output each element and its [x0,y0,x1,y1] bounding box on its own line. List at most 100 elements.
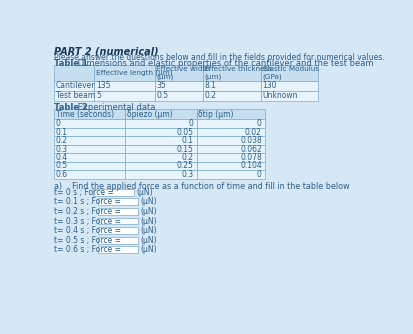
Text: Table 1.: Table 1. [54,59,91,68]
Text: 0.5: 0.5 [156,92,168,101]
Text: 0.6: 0.6 [55,170,68,179]
Text: Dimensions and elastic properties of the cantilever and the test beam: Dimensions and elastic properties of the… [75,59,373,68]
FancyBboxPatch shape [54,65,94,81]
Text: Table 2.: Table 2. [54,103,91,112]
FancyBboxPatch shape [54,145,125,153]
Text: 0.038: 0.038 [240,136,261,145]
Text: 8.1: 8.1 [204,81,216,91]
Text: 0.2: 0.2 [204,92,216,101]
Text: 0.104: 0.104 [240,161,261,170]
Text: 0.02: 0.02 [244,128,261,137]
Text: 35: 35 [156,81,166,91]
FancyBboxPatch shape [202,65,260,81]
FancyBboxPatch shape [154,81,202,91]
Text: t= 0.2 s ; Force =: t= 0.2 s ; Force = [54,207,121,216]
Text: (μN): (μN) [140,197,157,206]
FancyBboxPatch shape [98,208,138,215]
Text: Unknown: Unknown [262,92,297,101]
FancyBboxPatch shape [125,136,196,145]
Text: 0: 0 [256,119,261,128]
Text: Effective thickness
(μm): Effective thickness (μm) [204,66,272,80]
Text: Time (seconds): Time (seconds) [55,110,114,119]
Text: Effective length (μm): Effective length (μm) [96,70,172,76]
Text: PART 2 (numerical): PART 2 (numerical) [54,46,158,56]
Text: 0: 0 [55,119,60,128]
Text: Test beam: Test beam [55,92,95,101]
Text: (μN): (μN) [136,188,152,197]
FancyBboxPatch shape [54,119,125,128]
Text: 0.2: 0.2 [55,136,67,145]
FancyBboxPatch shape [154,91,202,101]
FancyBboxPatch shape [260,65,317,81]
Text: Please answer the questions below and fill in the fields provided for numerical : Please answer the questions below and fi… [54,53,384,62]
FancyBboxPatch shape [125,170,196,179]
FancyBboxPatch shape [125,145,196,153]
Text: 0.05: 0.05 [176,128,193,137]
Text: 0.5: 0.5 [55,161,68,170]
FancyBboxPatch shape [98,217,138,224]
FancyBboxPatch shape [202,91,260,101]
Text: 0: 0 [188,119,193,128]
FancyBboxPatch shape [54,109,125,119]
FancyBboxPatch shape [125,109,196,119]
Text: (μN): (μN) [140,226,157,235]
Text: 5: 5 [96,92,100,101]
FancyBboxPatch shape [196,136,264,145]
Text: 0.15: 0.15 [176,145,193,154]
Text: t= 0.6 s ; Force =: t= 0.6 s ; Force = [54,245,121,255]
FancyBboxPatch shape [196,128,264,136]
FancyBboxPatch shape [154,65,202,81]
FancyBboxPatch shape [196,153,264,162]
FancyBboxPatch shape [54,153,125,162]
Text: 0.2: 0.2 [181,153,193,162]
FancyBboxPatch shape [54,81,94,91]
Text: 0.062: 0.062 [240,145,261,154]
Text: 135: 135 [96,81,110,91]
Text: t= 0.4 s ; Force =: t= 0.4 s ; Force = [54,226,121,235]
FancyBboxPatch shape [125,119,196,128]
FancyBboxPatch shape [125,162,196,170]
FancyBboxPatch shape [196,119,264,128]
FancyBboxPatch shape [98,246,138,254]
Text: (μN): (μN) [140,207,157,216]
FancyBboxPatch shape [125,153,196,162]
Text: 0.4: 0.4 [55,153,68,162]
FancyBboxPatch shape [196,109,264,119]
Text: t= 0.5 s ; Force =: t= 0.5 s ; Force = [54,236,121,245]
FancyBboxPatch shape [54,136,125,145]
Text: δpiezo (μm): δpiezo (μm) [127,110,172,119]
FancyBboxPatch shape [54,91,94,101]
FancyBboxPatch shape [196,170,264,179]
FancyBboxPatch shape [125,128,196,136]
FancyBboxPatch shape [98,237,138,244]
FancyBboxPatch shape [54,170,125,179]
Text: δtip (μm): δtip (μm) [198,110,233,119]
Text: 0.3: 0.3 [181,170,193,179]
FancyBboxPatch shape [94,81,154,91]
Text: 0.078: 0.078 [240,153,261,162]
Text: 0.1: 0.1 [55,128,67,137]
FancyBboxPatch shape [94,91,154,101]
FancyBboxPatch shape [98,227,138,234]
Text: Cantilever: Cantilever [55,81,95,91]
FancyBboxPatch shape [196,145,264,153]
Text: 0.1: 0.1 [181,136,193,145]
Text: t= 0.3 s ; Force =: t= 0.3 s ; Force = [54,216,121,225]
FancyBboxPatch shape [54,128,125,136]
Text: Experimental data: Experimental data [75,103,155,112]
Text: 0.25: 0.25 [176,161,193,170]
Text: Elastic Modulus
(GPa): Elastic Modulus (GPa) [262,66,318,80]
Text: 0: 0 [256,170,261,179]
Text: a)    Find the applied force as a function of time and fill in the table below: a) Find the applied force as a function … [54,182,349,191]
Text: t= 0 s ; Force =: t= 0 s ; Force = [54,188,114,197]
Text: t= 0.1 s ; Force =: t= 0.1 s ; Force = [54,197,121,206]
FancyBboxPatch shape [54,162,125,170]
FancyBboxPatch shape [94,65,154,81]
Text: (μN): (μN) [140,245,157,255]
Text: 130: 130 [262,81,276,91]
FancyBboxPatch shape [202,81,260,91]
Text: Effective width
(μm): Effective width (μm) [156,66,210,80]
FancyBboxPatch shape [196,162,264,170]
Text: 0.3: 0.3 [55,145,68,154]
Text: (μN): (μN) [140,216,157,225]
